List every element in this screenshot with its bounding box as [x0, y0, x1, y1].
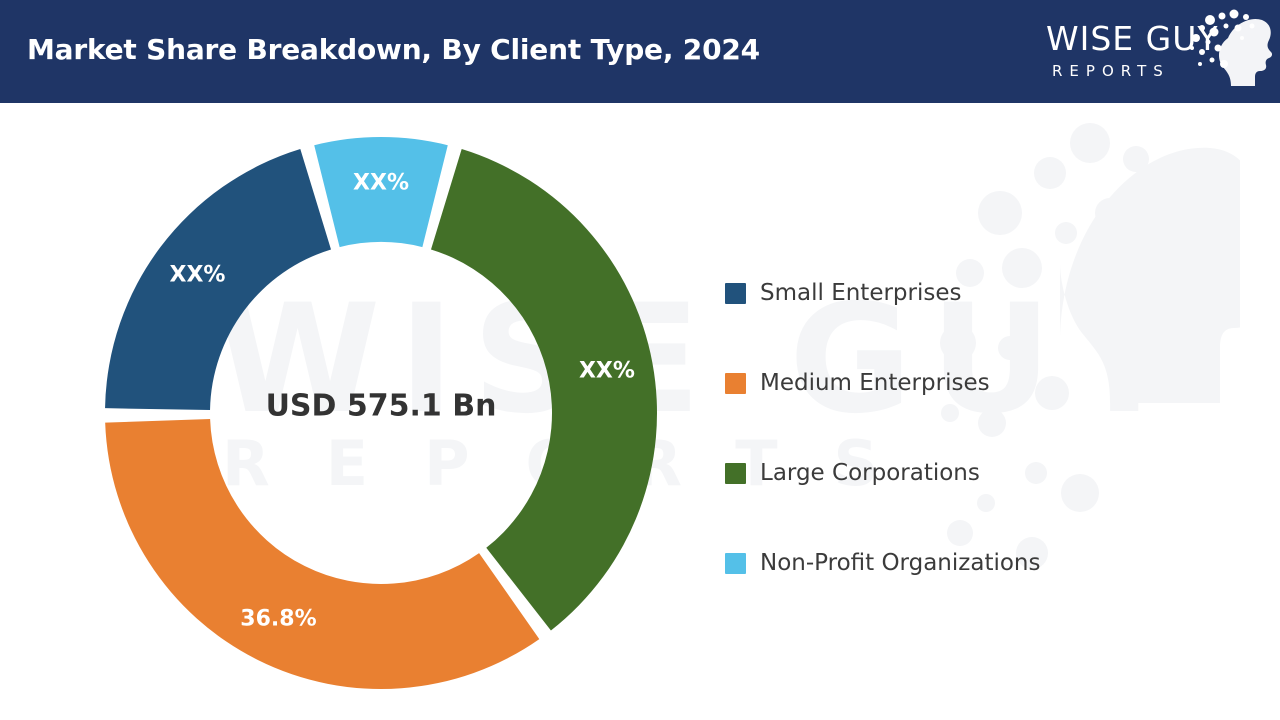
- legend: Small Enterprises Medium Enterprises Lar…: [725, 248, 1145, 608]
- logo-text-line1: WISE GUY: [1046, 19, 1219, 58]
- chart-area: WISE GUY REPORTS USD 575.1 Bn XX%XX%36.8…: [0, 103, 1280, 720]
- legend-swatch-small-enterprises: [725, 282, 746, 304]
- legend-label-medium-enterprises: Medium Enterprises: [760, 370, 990, 396]
- donut-chart: [105, 137, 658, 689]
- legend-item-large-corporations[interactable]: Large Corporations: [725, 428, 1145, 518]
- donut-slice[interactable]: [314, 137, 448, 248]
- legend-item-small-enterprises[interactable]: Small Enterprises: [725, 248, 1145, 338]
- legend-label-small-enterprises: Small Enterprises: [760, 280, 962, 306]
- header-bar: Market Share Breakdown, By Client Type, …: [0, 0, 1280, 103]
- legend-item-non-profit-organizations[interactable]: Non-Profit Organizations: [725, 518, 1145, 608]
- legend-swatch-large-corporations: [725, 462, 746, 484]
- logo-head-icon: [1190, 9, 1272, 86]
- legend-label-non-profit-organizations: Non-Profit Organizations: [760, 550, 1041, 576]
- donut-slice[interactable]: [105, 149, 332, 411]
- logo-text-line2: REPORTS: [1052, 62, 1170, 80]
- page-title: Market Share Breakdown, By Client Type, …: [27, 33, 760, 66]
- donut-slice[interactable]: [105, 418, 540, 689]
- slice-data-label: 36.8%: [240, 606, 317, 632]
- slice-data-label: XX%: [353, 170, 409, 196]
- legend-item-medium-enterprises[interactable]: Medium Enterprises: [725, 338, 1145, 428]
- slice-data-label: XX%: [169, 262, 226, 288]
- slice-data-label: XX%: [578, 358, 635, 384]
- legend-swatch-medium-enterprises: [725, 372, 746, 394]
- wise-guy-reports-logo: WISE GUY REPORTS: [1042, 8, 1272, 96]
- legend-swatch-non-profit-organizations: [725, 552, 746, 574]
- donut-slice[interactable]: [430, 149, 658, 631]
- legend-label-large-corporations: Large Corporations: [760, 460, 980, 486]
- donut-center-label: USD 575.1 Bn: [265, 388, 497, 424]
